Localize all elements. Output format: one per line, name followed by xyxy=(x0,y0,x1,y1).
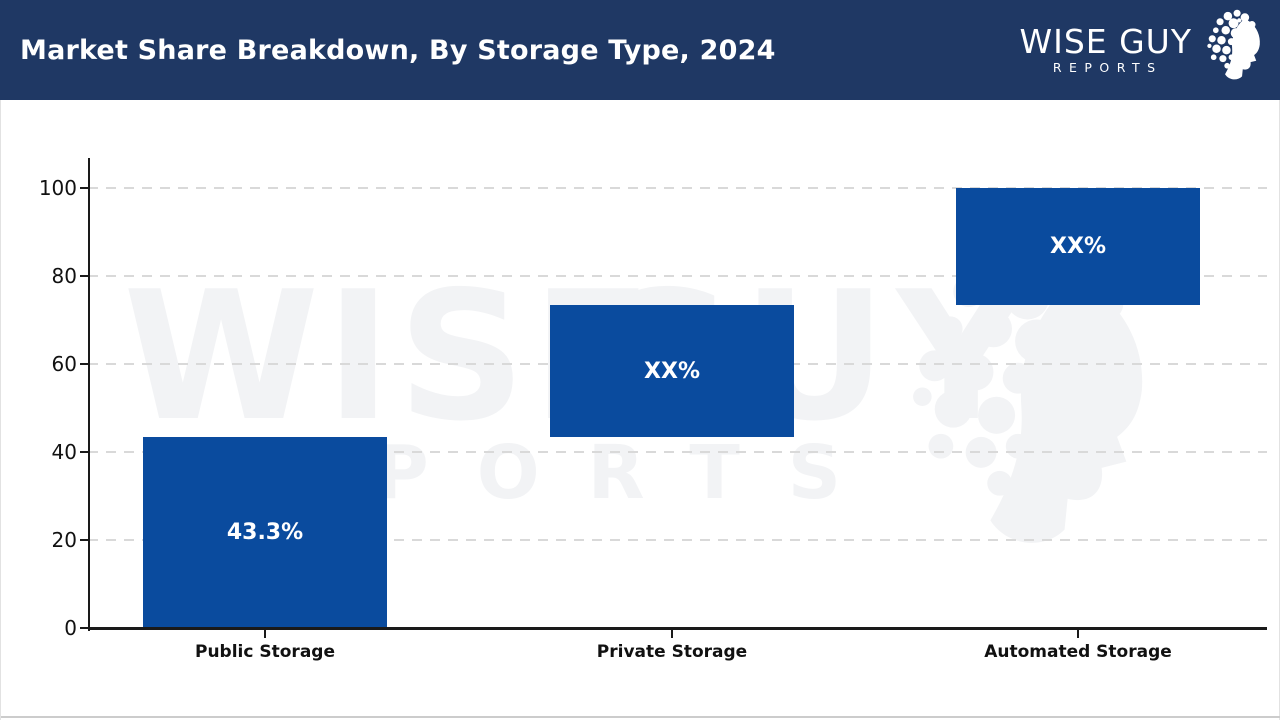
bar-value-label-private-storage: XX% xyxy=(644,358,700,384)
y-axis-tick-40 xyxy=(80,451,88,453)
y-axis-spine xyxy=(88,158,90,631)
header-bar: Market Share Breakdown, By Storage Type,… xyxy=(0,0,1280,100)
logo-subtitle: REPORTS xyxy=(1052,60,1163,76)
x-axis-category-label-private-storage: Private Storage xyxy=(596,642,748,662)
logo-text: WISE GUY REPORTS xyxy=(1019,21,1192,76)
bar-automated-storage: XX% xyxy=(956,188,1200,306)
wise-guy-reports-logo: WISE GUY REPORTS xyxy=(1019,9,1266,91)
plot-region: 0 20 40 60 80 100 43.3% XX% XX% Public Storage Pri… xyxy=(1,100,1280,720)
y-axis-tick-label-0: 0 xyxy=(64,616,77,640)
gridline-20 xyxy=(88,539,1267,541)
x-axis-tick-private-storage xyxy=(671,630,673,638)
x-axis-category-label-public-storage: Public Storage xyxy=(195,642,335,662)
bar-value-label-automated-storage: XX% xyxy=(1050,234,1106,260)
y-axis-tick-20 xyxy=(80,539,88,541)
gridline-80 xyxy=(88,275,1267,277)
x-axis-category-label-automated-storage: Automated Storage xyxy=(984,642,1172,662)
bar-value-label-public-storage: 43.3% xyxy=(226,520,304,546)
page-title: Market Share Breakdown, By Storage Type,… xyxy=(20,34,776,66)
y-axis-tick-label-100: 100 xyxy=(38,176,77,200)
gridline-100 xyxy=(88,187,1267,189)
y-axis-tick-100 xyxy=(80,187,88,189)
y-axis-tick-60 xyxy=(80,363,88,365)
bar-private-storage: XX% xyxy=(550,305,794,438)
bottom-border-line xyxy=(1,716,1280,718)
y-axis-tick-label-60: 60 xyxy=(51,352,77,376)
wise-guy-face-icon xyxy=(1194,9,1266,91)
y-axis-tick-0 xyxy=(80,627,88,629)
y-axis-tick-label-20: 20 xyxy=(51,528,77,552)
y-axis-tick-label-40: 40 xyxy=(51,440,77,464)
logo-wordmark: WISE GUY xyxy=(1019,21,1192,61)
y-axis-tick-80 xyxy=(80,275,88,277)
chart-area: WISE GUY REPORTS 0 20 40 60 80 100 43.3% XX% XX%… xyxy=(0,100,1280,720)
x-axis-tick-automated-storage xyxy=(1077,630,1079,638)
y-axis-tick-label-80: 80 xyxy=(51,264,77,288)
gridline-40 xyxy=(88,451,1267,453)
bar-public-storage: 43.3% xyxy=(143,437,387,628)
x-axis-spine xyxy=(88,627,1267,630)
x-axis-tick-public-storage xyxy=(264,630,266,638)
